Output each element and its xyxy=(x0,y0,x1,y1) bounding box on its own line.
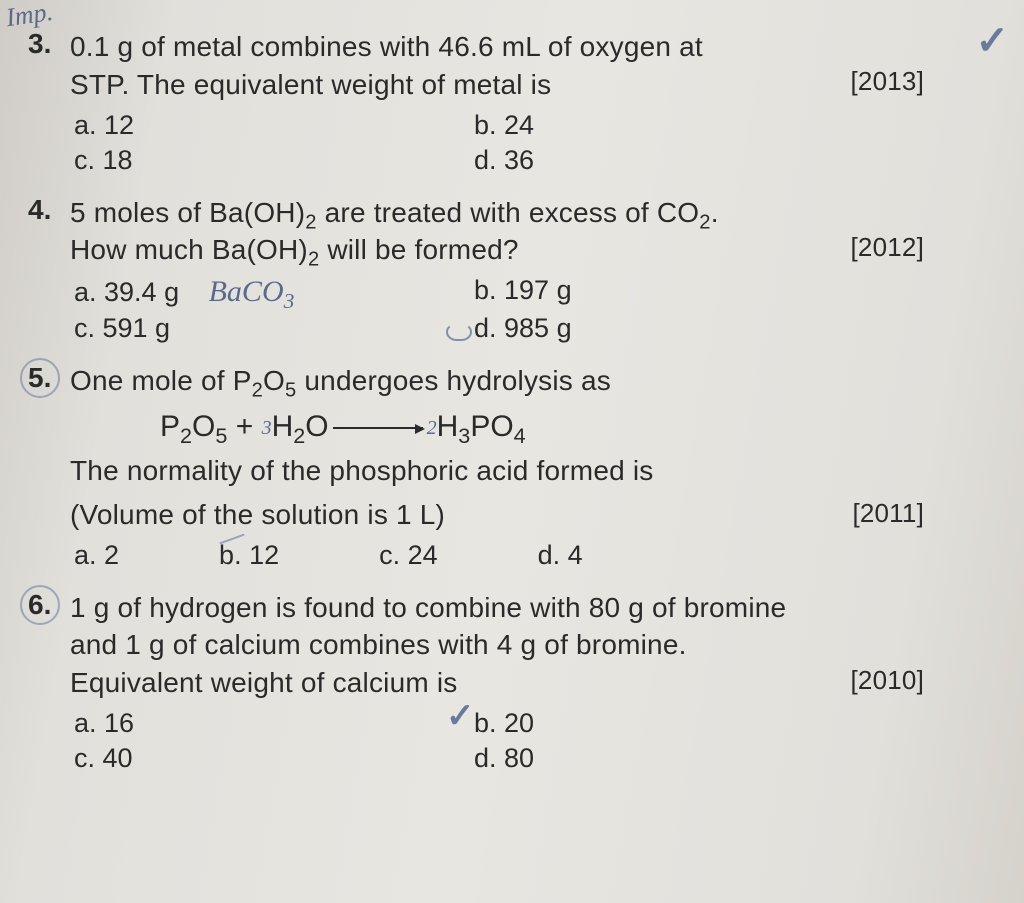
q5-opt-b: b. 12 xyxy=(219,540,279,571)
exam-page: Imp. ✓ 3. 0.1 g of metal combines with 4… xyxy=(0,0,1024,903)
q6-l2: and 1 g of calcium combines with 4 g of … xyxy=(70,629,687,660)
q4-year: [2012] xyxy=(851,230,925,265)
q6-opt-a: a. 16 xyxy=(74,708,434,739)
q4-opt-d-text: d. 985 g xyxy=(474,313,572,343)
q3-opt-b: b. 24 xyxy=(474,110,834,141)
question-4: 4. 5 moles of Ba(OH)2 are treated with e… xyxy=(70,194,984,345)
question-6: 6. 1 g of hydrogen is found to combine w… xyxy=(70,589,984,774)
q5-l2: The normality of the phosphoric acid for… xyxy=(70,452,984,490)
q4-opt-d: d. 985 g xyxy=(474,313,834,344)
q4-l1a: 5 moles of Ba(OH) xyxy=(70,197,305,228)
q4-d-mark xyxy=(446,323,472,341)
q6-year: [2010] xyxy=(851,663,925,698)
q4-l2a: How much Ba(OH) xyxy=(70,234,308,265)
q4-l1c: . xyxy=(711,197,719,228)
f-hand3: 3 xyxy=(262,417,272,439)
q6-number: 6. xyxy=(28,589,51,621)
q5-l1c: undergoes hydrolysis as xyxy=(296,365,611,396)
q4-sub3: 2 xyxy=(308,249,319,271)
q6-b-check: ✓ xyxy=(446,696,475,736)
q5-l1a: One mole of P xyxy=(70,365,252,396)
q4-opt-c: c. 591 g xyxy=(74,313,434,344)
q5-l3: (Volume of the solution is 1 L) xyxy=(70,499,445,530)
q4-sub2: 2 xyxy=(699,211,710,233)
q3-options: a. 12 b. 24 c. 18 d. 36 xyxy=(74,110,834,176)
f-hand2: 2 xyxy=(427,417,437,439)
q5-l3-row: (Volume of the solution is 1 L) [2011] xyxy=(70,496,984,534)
q5-opt-d: d. 4 xyxy=(538,540,583,571)
q5-options: a. 2 b. 12 c. 24 d. 4 xyxy=(74,540,984,571)
q5-text: One mole of P2O5 undergoes hydrolysis as xyxy=(70,362,984,400)
q4-l1b: are treated with excess of CO xyxy=(317,197,700,228)
q5-opt-b-text: b. 12 xyxy=(219,540,279,570)
q6-opt-b-text: b. 20 xyxy=(474,708,534,738)
q3-opt-d: d. 36 xyxy=(474,145,834,176)
q3-opt-a: a. 12 xyxy=(74,110,434,141)
q3-number: 3. xyxy=(28,28,51,60)
f-5: 5 xyxy=(215,423,227,448)
q5-l1b: O xyxy=(263,365,285,396)
f-h2: H xyxy=(437,410,459,443)
q5-year: [2011] xyxy=(852,496,924,531)
q6-opt-b: ✓ b. 20 xyxy=(474,708,834,739)
q5-sub5: 5 xyxy=(285,380,296,402)
q6-l3: Equivalent weight of calcium is xyxy=(70,667,458,698)
f-2b: 2 xyxy=(293,423,305,448)
f-o: O xyxy=(192,410,215,443)
q3-opt-c: c. 18 xyxy=(74,145,434,176)
q4-opt-b: b. 197 g xyxy=(474,275,834,309)
f-4: 4 xyxy=(514,423,526,448)
reaction-arrow xyxy=(333,427,423,429)
q4-text: 5 moles of Ba(OH)2 are treated with exce… xyxy=(70,194,984,270)
f-2a: 2 xyxy=(180,423,192,448)
question-3: 3. 0.1 g of metal combines with 46.6 mL … xyxy=(70,28,984,176)
q4-hand-baco3-text: BaCO xyxy=(209,275,284,308)
q6-text: 1 g of hydrogen is found to combine with… xyxy=(70,589,984,702)
f-o2: O xyxy=(305,410,328,443)
q4-l2b: will be formed? xyxy=(319,234,518,265)
q5-opt-a: a. 2 xyxy=(74,540,119,571)
q6-options: a. 16 ✓ b. 20 c. 40 d. 80 xyxy=(74,708,834,774)
q6-l1: 1 g of hydrogen is found to combine with… xyxy=(70,592,786,623)
f-h: H xyxy=(272,410,294,443)
f-po: PO xyxy=(470,410,513,443)
q6-opt-c: c. 40 xyxy=(74,743,434,774)
q4-hand-baco3: BaCO3 xyxy=(209,275,295,308)
q5-sub2a: 2 xyxy=(252,380,263,402)
q3-line2: STP. The equivalent weight of metal is xyxy=(70,69,551,100)
q5-formula: P2O5 + 3H2O2H3PO4 xyxy=(160,410,984,444)
q5-number: 5. xyxy=(28,362,51,394)
q3-year: [2013] xyxy=(851,64,925,99)
q4-opt-a: a. 39.4 g BaCO3 xyxy=(74,275,434,309)
f-p: P xyxy=(160,410,180,443)
q5-opt-c: c. 24 xyxy=(379,540,438,571)
q3-line1: 0.1 g of metal combines with 46.6 mL of … xyxy=(70,31,703,62)
f-3: 3 xyxy=(458,423,470,448)
q4-options: a. 39.4 g BaCO3 b. 197 g c. 591 g d. 985… xyxy=(74,275,834,344)
q4-hand-baco3-sub: 3 xyxy=(284,289,295,313)
q4-sub1: 2 xyxy=(305,211,316,233)
q6-opt-d: d. 80 xyxy=(474,743,834,774)
q3-text: 0.1 g of metal combines with 46.6 mL of … xyxy=(70,28,984,104)
question-5: 5. One mole of P2O5 undergoes hydrolysis… xyxy=(70,362,984,570)
f-plus: + xyxy=(227,410,261,443)
q4-opt-a-text: a. 39.4 g xyxy=(74,277,179,307)
q4-number: 4. xyxy=(28,194,51,226)
